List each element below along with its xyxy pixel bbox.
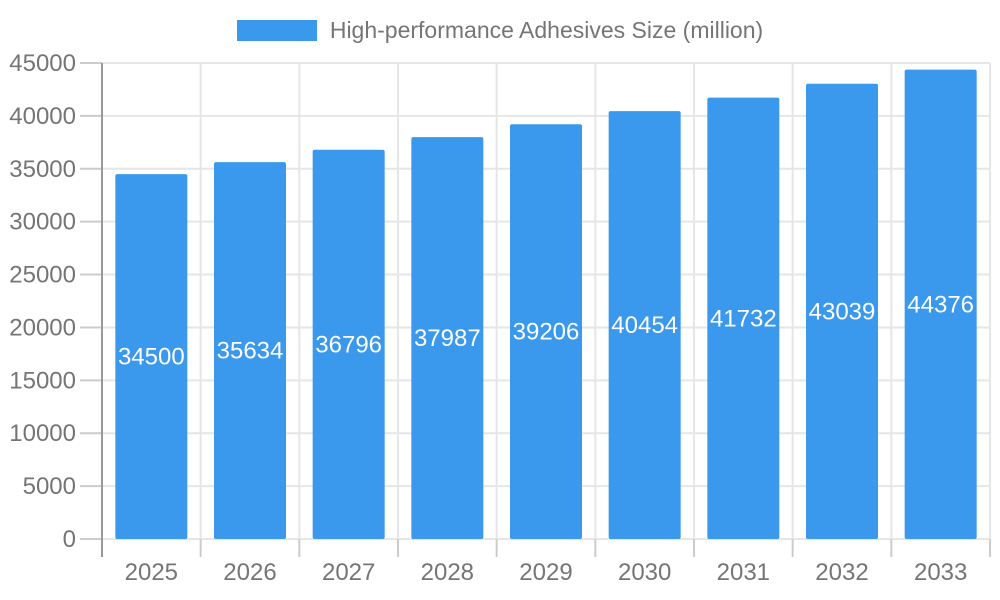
y-axis-tick-label: 40000 (9, 103, 76, 130)
x-axis-tick-label: 2026 (223, 559, 276, 586)
x-axis-tick-label: 2029 (519, 559, 572, 586)
y-axis-tick-label: 45000 (9, 50, 76, 77)
y-axis-tick-label: 10000 (9, 420, 76, 447)
legend-item[interactable]: High-performance Adhesives Size (million… (0, 17, 1000, 43)
bar-2029 (510, 124, 582, 539)
bar-value-label: 43039 (809, 298, 876, 325)
bar-value-label: 35634 (217, 338, 284, 365)
bar-value-label: 37987 (414, 325, 481, 352)
x-axis-tick-label: 2032 (815, 559, 868, 586)
y-axis-tick-label: 15000 (9, 367, 76, 394)
bar-2028 (411, 137, 484, 540)
bar-value-label: 40454 (611, 312, 678, 339)
bar-value-label: 44376 (907, 291, 974, 318)
bar-value-label: 34500 (118, 344, 185, 371)
bar-2033 (904, 69, 977, 540)
y-axis-tick-label: 0 (63, 526, 76, 553)
y-axis-tick-label: 30000 (9, 209, 76, 236)
y-axis-tick-label: 35000 (9, 156, 76, 183)
bar-2026 (214, 162, 286, 539)
legend-swatch (236, 19, 317, 41)
x-axis-tick-label: 2031 (717, 559, 770, 586)
bar-2025 (115, 174, 188, 540)
bar-value-label: 39206 (513, 319, 580, 346)
x-axis-tick-label: 2033 (914, 559, 967, 586)
bar-2031 (707, 97, 780, 539)
x-axis-tick-label: 2027 (322, 559, 375, 586)
legend-label: High-performance Adhesives Size (million… (329, 16, 764, 43)
x-axis-tick-label: 2025 (125, 559, 178, 586)
bar-value-label: 36796 (315, 331, 382, 358)
y-axis-tick-label: 5000 (23, 473, 76, 500)
bar-2032 (806, 83, 878, 540)
x-axis-tick-label: 2028 (421, 559, 474, 586)
y-axis-tick-label: 20000 (9, 314, 76, 341)
y-axis-tick-label: 25000 (9, 262, 76, 289)
bar-2030 (608, 111, 681, 539)
bar-2027 (312, 149, 385, 539)
bar-value-label: 41732 (710, 305, 777, 332)
x-axis-tick-label: 2030 (618, 559, 671, 586)
